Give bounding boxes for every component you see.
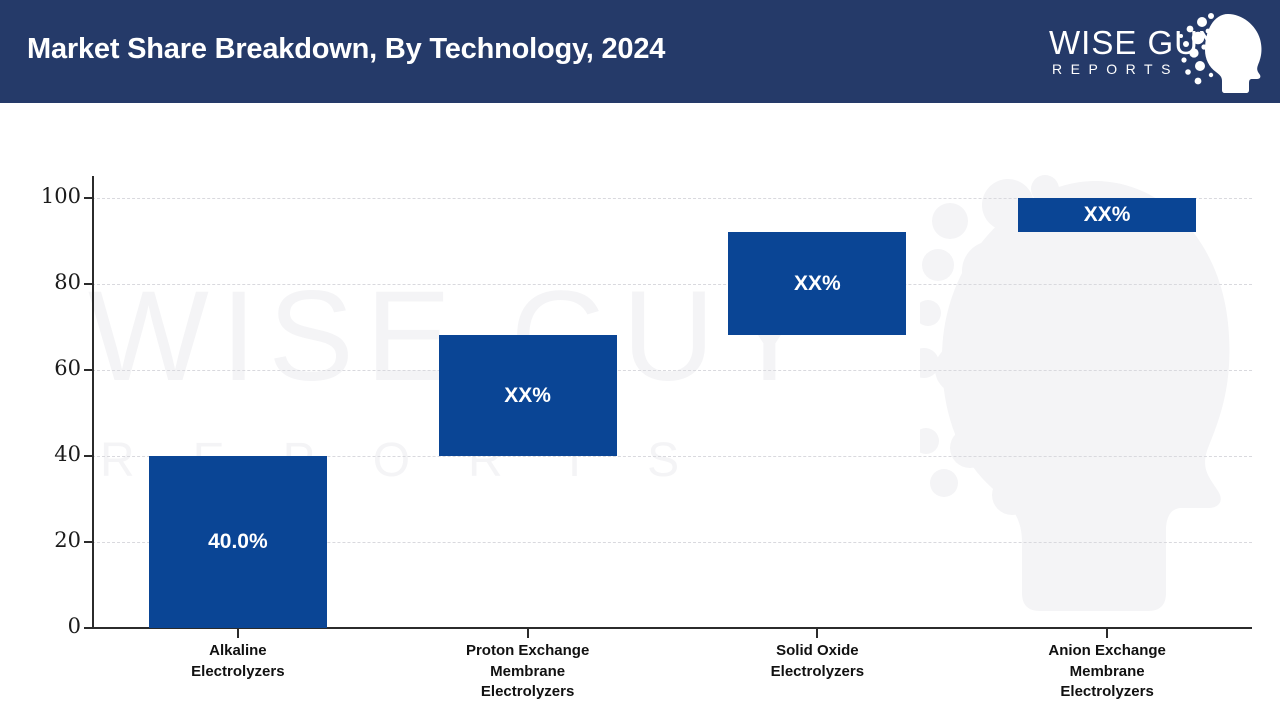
gridline bbox=[92, 541, 1252, 543]
header-bar: Market Share Breakdown, By Technology, 2… bbox=[0, 0, 1280, 103]
y-axis-line bbox=[92, 176, 94, 629]
chart-canvas: WISE GUY REPORTS bbox=[0, 103, 1280, 720]
x-axis-tick-mark bbox=[1106, 629, 1109, 638]
page-title: Market Share Breakdown, By Technology, 2… bbox=[27, 33, 666, 65]
y-axis-tick-mark bbox=[84, 454, 93, 457]
x-axis-tick-label-line: Electrolyzers bbox=[1060, 683, 1154, 700]
bar-value-label: XX% bbox=[794, 271, 841, 295]
x-axis-tick-label-line: Membrane bbox=[490, 662, 566, 680]
gridline bbox=[92, 455, 1252, 457]
x-axis-tick-label: Proton Exchange Membrane Electrolyzers bbox=[398, 641, 658, 703]
x-axis-tick-label: Solid Oxide Electrolyzers bbox=[687, 641, 947, 682]
bar-value-label: 40.0% bbox=[208, 529, 268, 553]
x-axis-tick-label-line: Anion Exchange bbox=[1048, 642, 1166, 659]
brand-logo: WISE GUY REPORTS bbox=[1022, 8, 1272, 96]
x-axis-tick-label-line: Electrolyzers bbox=[480, 683, 575, 700]
y-axis-tick-label: 0 bbox=[67, 614, 81, 638]
plot-area: 0 20 40 60 80 100 40.0% Alkaline Electrolyzers XX… bbox=[0, 103, 1280, 720]
x-axis-tick-mark bbox=[236, 629, 239, 638]
gridline bbox=[92, 369, 1252, 371]
y-axis-tick-mark bbox=[84, 368, 93, 371]
x-axis-tick-label: Alkaline Electrolyzers bbox=[108, 641, 368, 682]
y-axis-tick-label: 60 bbox=[54, 355, 81, 380]
y-axis-tick-label: 40 bbox=[54, 441, 81, 466]
y-axis-tick-mark bbox=[84, 627, 93, 629]
bar-2[interactable]: XX% bbox=[438, 335, 617, 456]
bar-4[interactable]: XX% bbox=[1018, 197, 1197, 232]
x-axis-tick-label-line: Alkaline bbox=[209, 642, 267, 659]
y-axis-tick-label: 20 bbox=[54, 527, 81, 552]
x-axis-tick-label-line: Solid Oxide bbox=[776, 642, 859, 659]
y-axis-tick-mark bbox=[84, 282, 93, 285]
y-axis-tick-label: 80 bbox=[54, 269, 81, 294]
x-axis-tick-label-line: Electrolyzers bbox=[770, 662, 865, 680]
x-axis-tick-label: Anion Exchange Membrane Electrolyzers bbox=[977, 641, 1237, 703]
x-axis-tick-label-line: Proton Exchange bbox=[465, 642, 590, 659]
x-axis-line bbox=[92, 627, 1252, 629]
gridline bbox=[92, 197, 1252, 199]
y-axis-tick-label: 100 bbox=[40, 183, 81, 208]
bar-3[interactable]: XX% bbox=[728, 231, 907, 336]
bar-value-label: XX% bbox=[1083, 202, 1131, 226]
bar-value-label: XX% bbox=[504, 383, 551, 407]
x-axis-tick-label-line: Membrane bbox=[1069, 662, 1145, 680]
y-axis-tick-mark bbox=[84, 540, 93, 543]
x-axis-tick-mark bbox=[526, 629, 529, 638]
y-axis-tick-mark bbox=[84, 196, 93, 199]
logo-wordmark-secondary: REPORTS bbox=[1052, 61, 1179, 77]
x-axis-tick-mark bbox=[816, 629, 819, 638]
x-axis-tick-label-line: Electrolyzers bbox=[191, 662, 285, 680]
bar-1[interactable]: 40.0% bbox=[148, 455, 327, 628]
dotted-head-profile-icon bbox=[1179, 13, 1262, 93]
gridline bbox=[92, 283, 1252, 285]
